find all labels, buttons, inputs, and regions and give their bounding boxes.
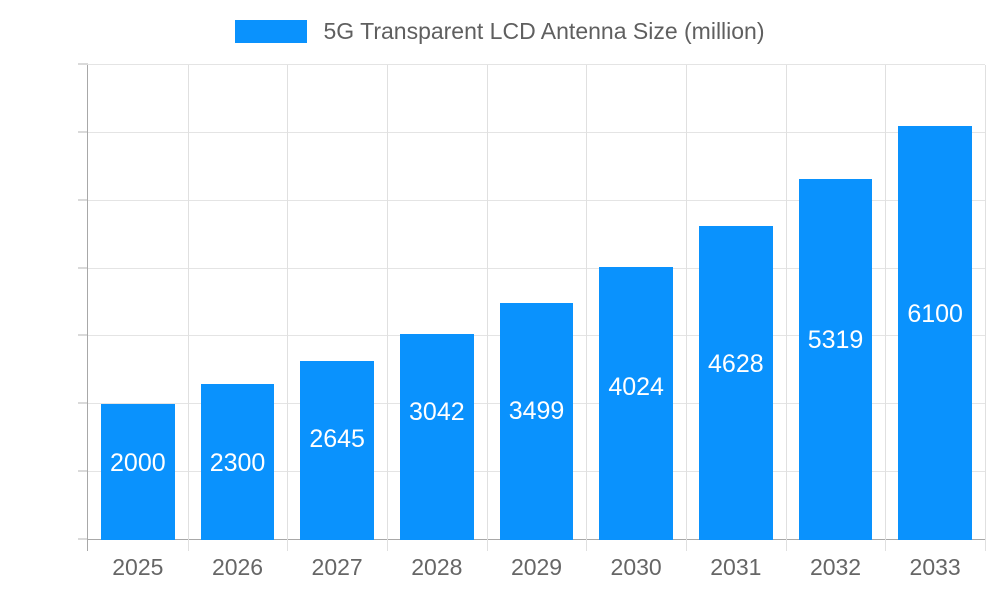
- x-axis-label-2026: 2026: [211, 554, 264, 580]
- vertical-gridline-2: [287, 65, 289, 551]
- vertical-gridline-9: [985, 65, 986, 551]
- y-tick-mark-6000: [78, 131, 88, 133]
- y-tick-mark-0: [78, 538, 88, 540]
- y-tick-mark-5000: [78, 199, 88, 201]
- x-axis-label-2029: 2029: [510, 554, 563, 580]
- bar-2026[interactable]: 2300: [200, 383, 275, 540]
- bar-value-2026: 2300: [209, 449, 266, 477]
- vertical-gridline-5: [586, 65, 588, 551]
- x-axis-label-2030: 2030: [610, 554, 662, 580]
- x-axis-label-2028: 2028: [411, 554, 463, 580]
- y-tick-mark-4000: [78, 267, 88, 269]
- bar-value-2032: 5319: [807, 326, 864, 354]
- bar-value-2027: 2645: [309, 425, 365, 453]
- bar-2032[interactable]: 5319: [798, 179, 873, 540]
- vertical-gridline-8: [885, 65, 887, 551]
- y-tick-mark-7000: [78, 63, 88, 65]
- legend-label: 5G Transparent LCD Antenna Size (million…: [323, 17, 765, 44]
- vertical-gridline-1: [187, 65, 189, 551]
- bar-2029[interactable]: 3499: [499, 302, 574, 540]
- gridline-4000: [88, 267, 985, 269]
- y-axis-line: [87, 65, 88, 551]
- bar-2025[interactable]: 2000: [101, 404, 175, 540]
- vertical-gridline-4: [486, 65, 488, 551]
- bar-2030[interactable]: 4024: [599, 266, 673, 540]
- bar-value-2033: 6100: [907, 300, 963, 328]
- bar-2033[interactable]: 6100: [898, 126, 972, 540]
- x-axis-label-2027: 2027: [311, 554, 363, 580]
- bar-2031[interactable]: 4628: [699, 225, 773, 540]
- vertical-gridline-3: [387, 65, 388, 551]
- y-tick-mark-1000: [78, 470, 88, 472]
- bar-value-2031: 4628: [708, 350, 764, 378]
- x-axis-label-2032: 2032: [809, 554, 862, 580]
- legend-item-5g-transparent-lcd-antenna-size[interactable]: 5G Transparent LCD Antenna Size (million…: [235, 17, 765, 44]
- bar-value-2025: 2000: [110, 449, 166, 477]
- x-axis-label-2031: 2031: [710, 554, 762, 580]
- y-tick-mark-2000: [78, 402, 88, 404]
- x-axis-label-2033: 2033: [909, 554, 961, 580]
- plot-area: 0 1000 2000 3000 4000 5000 6000 7000 200…: [78, 63, 986, 551]
- vertical-gridline-7: [785, 65, 787, 551]
- chart-legend: 5G Transparent LCD Antenna Size (million…: [0, 0, 1000, 62]
- gridline-6000: [88, 131, 985, 133]
- y-tick-mark-3000: [78, 334, 88, 336]
- bar-value-2028: 3042: [409, 398, 465, 426]
- gridline-7000: [88, 64, 985, 65]
- legend-color-swatch-icon: [235, 19, 308, 43]
- vertical-gridline-6: [686, 65, 687, 551]
- gridline-5000: [88, 199, 985, 201]
- x-axis-label-2025: 2025: [112, 554, 164, 580]
- bar-2027[interactable]: 2645: [300, 360, 374, 540]
- bar-value-2030: 4024: [608, 373, 664, 401]
- bar-2028[interactable]: 3042: [400, 333, 474, 540]
- bar-value-2029: 3499: [508, 397, 565, 425]
